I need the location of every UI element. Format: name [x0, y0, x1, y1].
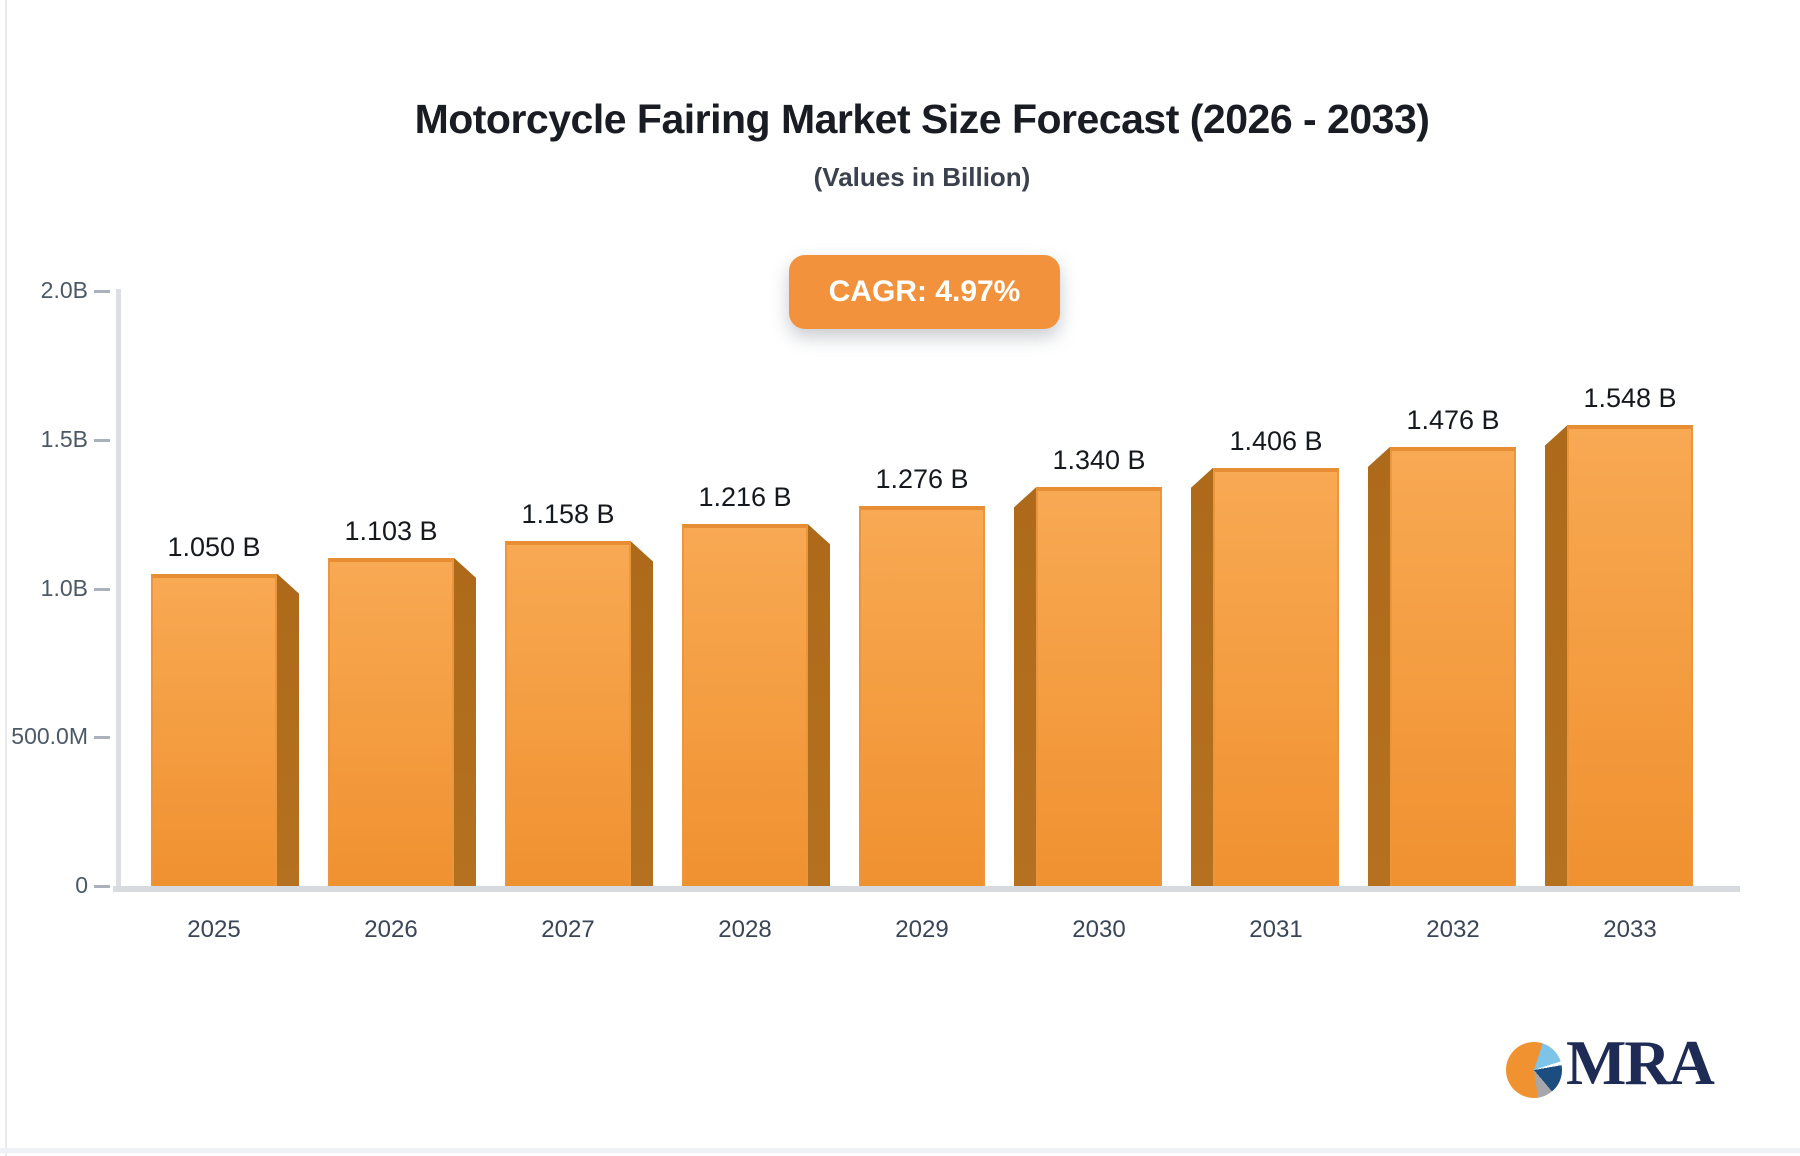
bar-2025 [151, 573, 277, 886]
bar-value-label-2025: 1.050 B [167, 531, 261, 562]
bar-3d-side-2031 [1191, 467, 1213, 886]
x-tick-label-2033: 2033 [1603, 916, 1657, 943]
bar-3d-side-2025 [277, 573, 299, 886]
y-tick-label-500.0M: 500.0M [11, 723, 88, 750]
bar-2026 [328, 557, 454, 886]
y-tick-dash-1.0B [94, 587, 110, 591]
y-tick-label-1.0B: 1.0B [40, 574, 88, 601]
bar-value-label-2033: 1.548 B [1583, 383, 1677, 414]
bar-3d-side-2032 [1368, 446, 1390, 886]
bar-2031 [1213, 467, 1339, 886]
bar-2028 [682, 524, 808, 886]
bar-3d-side-2033 [1545, 425, 1567, 886]
page-left-border [5, 0, 7, 1156]
bar-2030 [1036, 487, 1162, 886]
bar-value-label-2026: 1.103 B [344, 515, 438, 546]
bar-value-label-2032: 1.476 B [1406, 404, 1500, 435]
bar-value-label-2028: 1.216 B [698, 482, 792, 513]
y-tick-dash-500.0M [94, 736, 110, 740]
bar-value-label-2031: 1.406 B [1229, 425, 1323, 456]
x-axis-baseline [113, 886, 1740, 892]
x-tick-label-2026: 2026 [364, 916, 418, 943]
bar-2029 [859, 506, 985, 886]
y-tick-dash-2.0B [94, 290, 110, 293]
bar-3d-side-2027 [631, 541, 653, 886]
page-bottom-border [0, 1148, 1800, 1153]
x-tick-label-2028: 2028 [718, 916, 772, 943]
x-tick-label-2030: 2030 [1072, 916, 1126, 943]
bar-value-label-2029: 1.276 B [875, 464, 969, 495]
chart-title: Motorcycle Fairing Market Size Forecast … [414, 96, 1430, 142]
x-tick-label-2029: 2029 [895, 916, 949, 943]
bar-2027 [505, 541, 631, 886]
bar-3d-side-2030 [1014, 487, 1036, 886]
x-tick-label-2027: 2027 [541, 916, 595, 943]
y-tick-dash-1.5B [94, 438, 110, 442]
y-axis-line [116, 289, 121, 892]
y-tick-label-2.0B: 2.0B [40, 277, 88, 303]
bar-3d-side-2028 [808, 524, 830, 886]
brand-logo-text: MRA [1566, 1027, 1715, 1098]
y-tick-label-0: 0 [75, 872, 88, 898]
bar-2033 [1567, 425, 1693, 886]
y-tick-label-1.5B: 1.5B [40, 425, 88, 452]
bar-value-label-2030: 1.340 B [1052, 445, 1146, 476]
bar-2032 [1390, 446, 1516, 886]
bar-value-label-2027: 1.158 B [521, 499, 615, 530]
chart-subtitle: (Values in Billion) [813, 162, 1031, 192]
x-tick-label-2025: 2025 [187, 916, 241, 943]
x-tick-label-2031: 2031 [1249, 916, 1303, 943]
y-tick-dash-0 [94, 885, 110, 888]
cagr-badge: CAGR: 4.97% [789, 255, 1060, 329]
x-tick-label-2032: 2032 [1426, 916, 1480, 943]
brand-logo: MRA [1506, 1026, 1715, 1100]
pie-chart-logo-icon [1506, 1042, 1562, 1098]
bar-3d-side-2026 [454, 557, 476, 886]
